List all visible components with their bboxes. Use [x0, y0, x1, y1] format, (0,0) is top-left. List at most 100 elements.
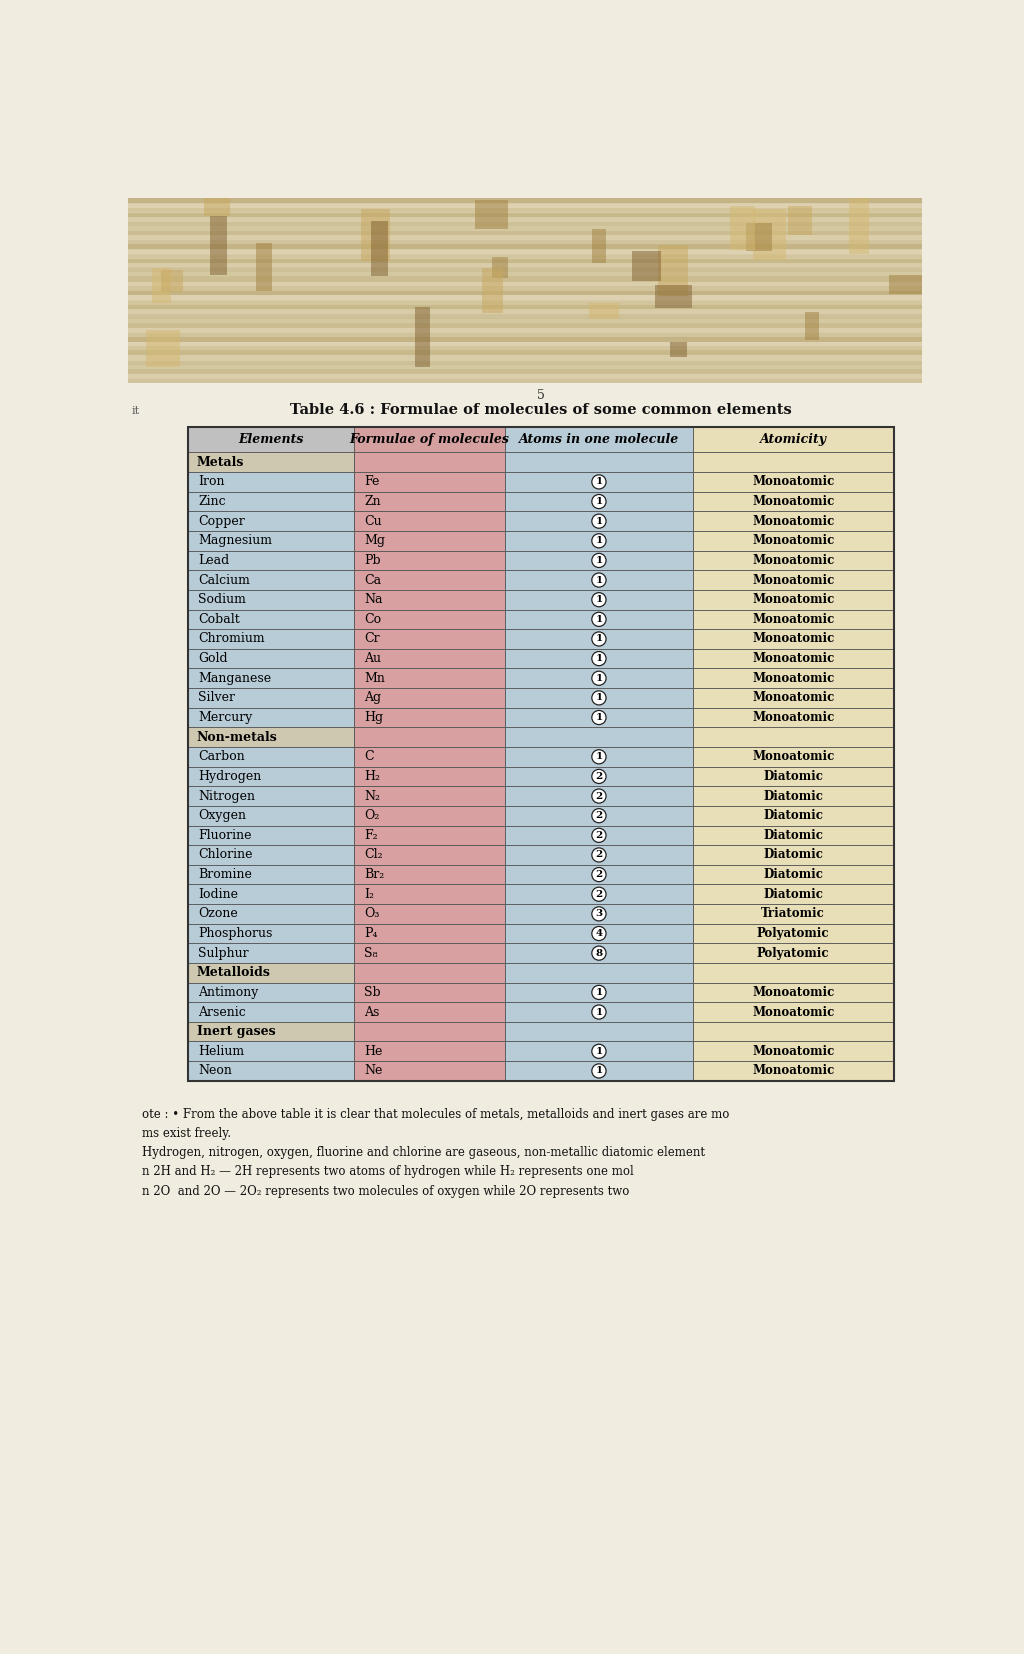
Bar [187, 551, 353, 571]
Text: Pb: Pb [365, 554, 381, 567]
Bar [128, 291, 922, 296]
Text: Monoatomic: Monoatomic [752, 632, 835, 645]
Text: Polyatomic: Polyatomic [757, 926, 829, 939]
Bar [187, 728, 353, 748]
Text: Arsenic: Arsenic [199, 1006, 246, 1019]
Bar [849, 194, 869, 255]
Bar [353, 471, 506, 491]
Bar [153, 268, 171, 303]
Bar [187, 453, 353, 471]
Bar [692, 943, 894, 963]
Text: Zn: Zn [365, 495, 381, 508]
Text: Iron: Iron [199, 475, 225, 488]
Bar [506, 1042, 692, 1062]
Bar [506, 511, 692, 531]
Bar [128, 203, 922, 208]
Text: Ozone: Ozone [199, 908, 239, 920]
Text: ms exist freely.: ms exist freely. [142, 1126, 231, 1140]
Bar [353, 865, 506, 885]
Text: Sulphur: Sulphur [199, 946, 249, 959]
Bar [128, 198, 922, 203]
Text: Monoatomic: Monoatomic [752, 652, 835, 665]
Bar [692, 648, 894, 668]
Bar [506, 1002, 692, 1022]
Bar [493, 258, 508, 278]
Text: 4: 4 [595, 930, 602, 938]
Bar [506, 688, 692, 708]
Circle shape [592, 829, 606, 842]
Bar [128, 304, 922, 309]
Bar [692, 963, 894, 982]
Bar [632, 251, 660, 281]
Text: Copper: Copper [199, 514, 245, 528]
Bar [128, 323, 922, 327]
Bar [506, 748, 692, 766]
Bar [692, 728, 894, 748]
Bar [353, 825, 506, 845]
Bar [128, 294, 922, 299]
Bar [506, 668, 692, 688]
Bar [187, 963, 353, 982]
Bar [187, 805, 353, 825]
Text: 1: 1 [595, 1047, 602, 1055]
Bar [692, 1062, 894, 1080]
Bar [128, 213, 922, 217]
Bar [506, 845, 692, 865]
Bar [692, 982, 894, 1002]
Text: N₂: N₂ [365, 789, 380, 802]
Bar [506, 982, 692, 1002]
Bar [889, 275, 925, 294]
Text: Cobalt: Cobalt [199, 614, 240, 625]
Bar [655, 284, 692, 308]
Text: 1: 1 [595, 713, 602, 723]
Bar [128, 240, 922, 245]
Bar [692, 629, 894, 648]
Text: Cu: Cu [365, 514, 382, 528]
Text: Metalloids: Metalloids [197, 966, 270, 979]
Bar [506, 629, 692, 648]
Text: Carbon: Carbon [199, 751, 245, 762]
Bar [187, 427, 353, 453]
Bar [187, 1042, 353, 1062]
Text: P₄: P₄ [365, 926, 378, 939]
Text: 2: 2 [595, 792, 602, 801]
Circle shape [592, 652, 606, 665]
Bar [805, 311, 819, 341]
Bar [506, 1062, 692, 1080]
Bar [692, 923, 894, 943]
Bar [506, 786, 692, 805]
Circle shape [592, 926, 606, 941]
Text: 1: 1 [595, 478, 602, 486]
Bar [187, 471, 353, 491]
Text: Diatomic: Diatomic [763, 849, 823, 862]
Bar [692, 1002, 894, 1022]
Bar [187, 1002, 353, 1022]
Text: 1: 1 [595, 516, 602, 526]
Bar [187, 905, 353, 923]
Text: Monoatomic: Monoatomic [752, 1045, 835, 1059]
Text: Monoatomic: Monoatomic [752, 711, 835, 724]
Bar [128, 369, 922, 374]
Bar [746, 223, 771, 251]
Circle shape [592, 495, 606, 509]
Bar [353, 905, 506, 923]
Bar [506, 1022, 692, 1042]
Text: Hg: Hg [365, 711, 383, 724]
Bar [210, 217, 227, 275]
Circle shape [592, 849, 606, 862]
Bar [187, 571, 353, 590]
Bar [353, 728, 506, 748]
Bar [353, 982, 506, 1002]
Bar [187, 590, 353, 610]
Bar [353, 805, 506, 825]
Bar [146, 329, 180, 367]
Bar [730, 205, 755, 250]
Bar [128, 232, 922, 235]
Text: Chlorine: Chlorine [199, 849, 253, 862]
Text: Diatomic: Diatomic [763, 809, 823, 822]
Bar [187, 825, 353, 845]
Bar [353, 923, 506, 943]
Bar [128, 255, 922, 258]
Bar [371, 222, 388, 276]
Text: 5: 5 [537, 389, 545, 402]
